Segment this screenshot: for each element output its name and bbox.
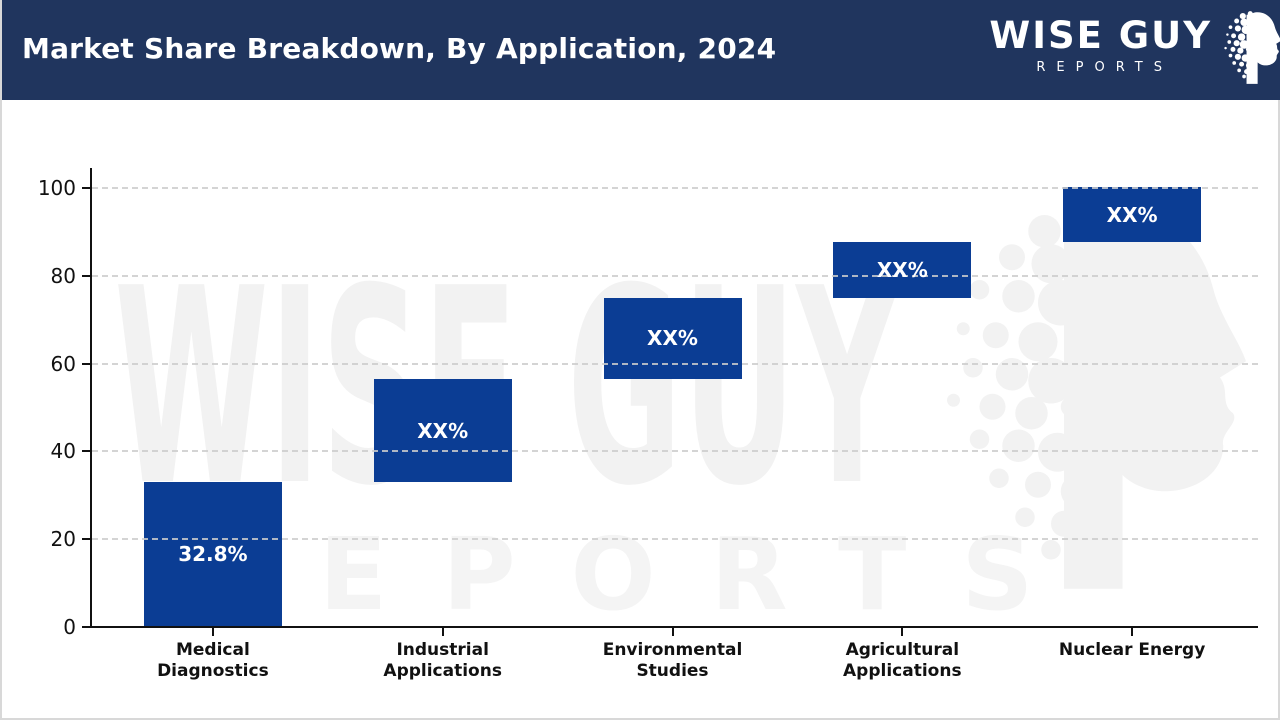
x-category-label-line: Medical <box>175 640 250 660</box>
bar <box>833 242 972 298</box>
gridline <box>92 538 1258 541</box>
x-tick-mark <box>1131 628 1134 636</box>
x-tick-mark <box>901 628 904 636</box>
y-tick-mark <box>82 538 90 541</box>
face-profile <box>1246 12 1280 84</box>
x-category-label-line: Nuclear Energy <box>1058 640 1206 660</box>
brand-logo-head-icon <box>1224 11 1280 84</box>
x-category-label-line: Diagnostics <box>157 661 269 681</box>
y-tick-mark <box>82 187 90 189</box>
y-tick-label: 80 <box>50 263 76 288</box>
y-tick-label: 100 <box>37 176 76 200</box>
x-category-label: Nuclear Energy <box>1059 640 1205 661</box>
x-category-label: Industrial Applications <box>383 640 502 682</box>
x-category-label-line: Industrial <box>396 640 489 660</box>
y-tick-label: 20 <box>50 527 76 552</box>
gridline <box>92 274 1258 277</box>
x-tick-mark <box>211 628 214 636</box>
header-bar: Market Share Breakdown, By Application, … <box>2 0 1280 100</box>
bar-value-label: XX% <box>417 418 469 443</box>
x-category-label-line: Studies <box>636 661 709 681</box>
y-tick-mark <box>82 274 90 277</box>
y-tick-label: 60 <box>50 351 76 376</box>
gridline <box>92 187 1258 189</box>
x-category-label-line: Environmental <box>602 640 743 660</box>
brand-logo: WISE GUY REPORTS <box>989 14 1212 75</box>
bar <box>603 297 742 380</box>
brand-logo-subtext: REPORTS <box>1036 60 1173 75</box>
x-category-label: Environmental Studies <box>603 640 743 682</box>
x-category-label-line: Applications <box>383 661 502 681</box>
x-category-label-line: Agricultural <box>845 640 960 660</box>
brand-logo-wordmark: WISE GUY <box>989 14 1212 57</box>
y-tick-mark <box>82 450 90 453</box>
bar <box>373 379 512 482</box>
y-axis-line <box>90 168 92 628</box>
gridline <box>92 450 1258 453</box>
bar-value-label: 32.8% <box>178 542 248 566</box>
x-tick-mark <box>671 628 674 636</box>
y-tick-mark <box>82 362 90 365</box>
x-category-label: Agricultural Applications <box>843 640 962 682</box>
bar <box>143 482 282 626</box>
x-category-label: Medical Diagnostics <box>157 640 269 682</box>
y-tick-label: 40 <box>50 439 76 464</box>
x-category-label-line: Applications <box>843 661 962 681</box>
y-tick-label: 0 <box>63 615 76 639</box>
bar-value-label: XX% <box>1106 202 1158 227</box>
x-tick-mark <box>441 628 444 636</box>
y-tick-mark <box>82 626 90 628</box>
bar-value-label: XX% <box>876 257 928 282</box>
chart-title: Market Share Breakdown, By Application, … <box>22 32 777 66</box>
bar-value-label: XX% <box>647 326 698 351</box>
gridline <box>92 362 1258 365</box>
x-axis-line <box>90 626 1258 628</box>
